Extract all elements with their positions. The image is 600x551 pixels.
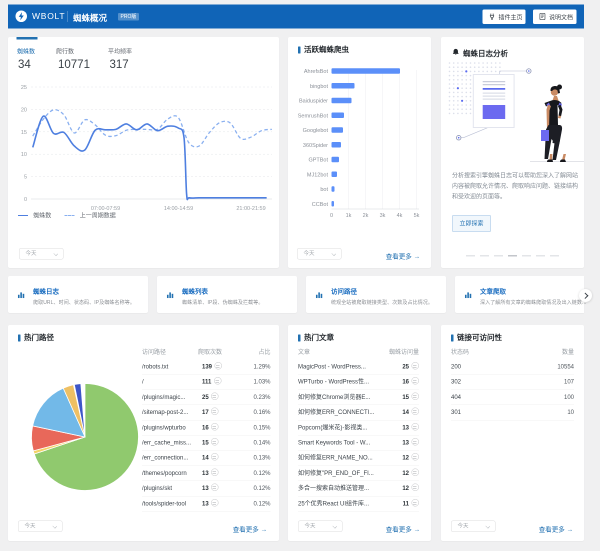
- svg-text:Googlebot: Googlebot: [303, 128, 329, 134]
- svg-text:15: 15: [21, 130, 27, 136]
- svg-text:1k: 1k: [346, 213, 352, 219]
- svg-text:0: 0: [330, 213, 333, 219]
- svg-text:AhrefsBot: AhrefsBot: [304, 69, 329, 75]
- svg-text:10: 10: [21, 152, 27, 158]
- svg-text:CCBot: CCBot: [312, 202, 329, 208]
- svg-text:4k: 4k: [397, 213, 403, 219]
- svg-text:2k: 2k: [363, 213, 369, 219]
- svg-text:5: 5: [24, 175, 27, 181]
- svg-text:3k: 3k: [380, 213, 386, 219]
- svg-text:GPTBot: GPTBot: [308, 158, 328, 164]
- svg-text:5k: 5k: [414, 213, 420, 219]
- svg-text:0: 0: [24, 197, 27, 203]
- svg-text:SemrushBot: SemrushBot: [298, 113, 329, 119]
- svg-text:21:00-21:59: 21:00-21:59: [236, 206, 265, 212]
- svg-text:20: 20: [21, 107, 27, 113]
- svg-text:360Spider: 360Spider: [303, 143, 328, 149]
- svg-text:bot: bot: [320, 187, 328, 193]
- svg-text:07:00-07:59: 07:00-07:59: [91, 206, 120, 212]
- svg-text:Baiduspider: Baiduspider: [299, 99, 328, 105]
- svg-text:MJ12bot: MJ12bot: [307, 172, 329, 178]
- svg-text:bingbot: bingbot: [310, 84, 329, 90]
- svg-text:25: 25: [21, 85, 27, 91]
- svg-text:14:00-14:59: 14:00-14:59: [164, 206, 193, 212]
